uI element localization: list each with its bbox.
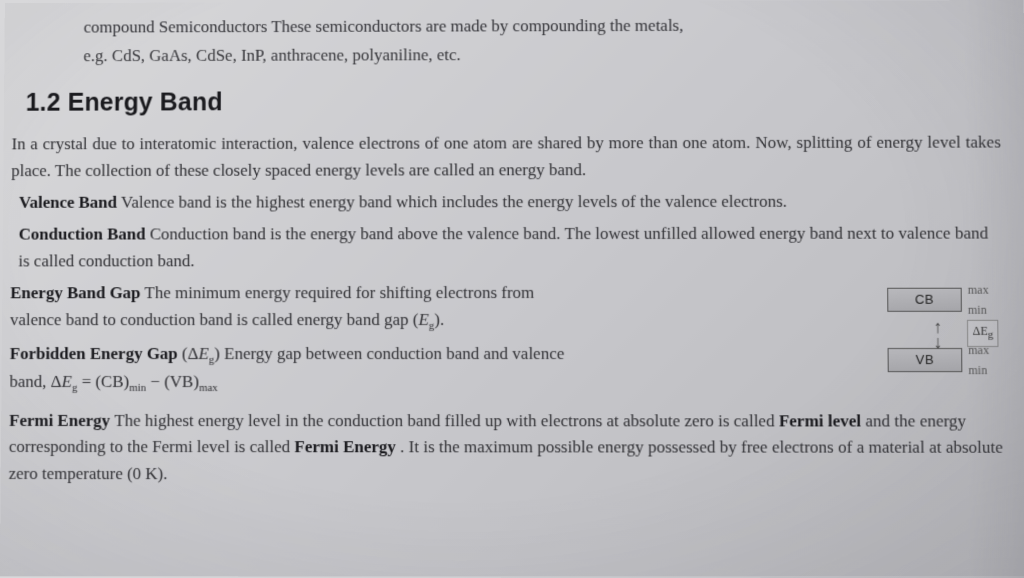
arrow-down-icon: ↓ — [933, 334, 942, 348]
forbidden-min: min — [129, 383, 146, 395]
vb-min-label: min — [968, 364, 989, 376]
conduction-band-definition: Conduction Band Conduction band is the e… — [18, 221, 1008, 275]
forbidden-sym-e: E — [198, 344, 208, 363]
gap-arrows: ↑ ↓ — [937, 320, 938, 342]
valence-body: Valence band is the highest energy band … — [121, 192, 787, 212]
section-number: 1.2 — [26, 89, 61, 117]
fragment-text: compound Semiconductors These semiconduc… — [84, 16, 684, 37]
example-line: e.g. CdS, GaAs, CdSe, InP, anthracene, p… — [83, 41, 1006, 70]
gap-line1: The minimum energy required for shifting… — [144, 283, 534, 302]
forbidden-e2: E — [62, 372, 72, 391]
vb-row: VB max min — [888, 344, 1009, 376]
forbidden-max: max — [199, 383, 218, 395]
fermi-level-bold: Fermi level — [779, 411, 861, 430]
forbidden-line2a: band, Δ — [9, 372, 61, 391]
gap-label: ΔEg — [967, 320, 998, 347]
fermi-energy-definition: Fermi Energy The highest energy level in… — [9, 408, 1010, 488]
forbidden-sym-close: ) — [214, 344, 220, 363]
term-fermi: Fermi Energy — [9, 411, 114, 430]
conduction-body: Conduction band is the energy band above… — [18, 224, 988, 270]
forbidden-line2c: − (VB) — [146, 372, 199, 391]
energy-band-diagram: CB max min ↑ ↓ ΔEg VB max min — [887, 280, 1009, 379]
gap-symbol-e: E — [418, 310, 428, 329]
conduction-band-box: CB — [887, 288, 962, 312]
forbidden-gap-definition: Forbidden Energy Gap (ΔEg) Energy gap be… — [9, 341, 873, 398]
term-gap: Energy Band Gap — [10, 283, 140, 302]
gap-delta: ΔE — [973, 324, 988, 338]
intro-paragraph: In a crystal due to interatomic interact… — [11, 130, 1007, 184]
gap-delta-sub: g — [988, 329, 994, 341]
gap-line2b: ). — [434, 310, 444, 329]
energy-band-gap-definition: Energy Band Gap The minimum energy requi… — [10, 280, 874, 335]
top-fragment-line: compound Semiconductors These semiconduc… — [84, 12, 1006, 41]
gap-arrow-row: ↑ ↓ ΔEg — [887, 318, 962, 344]
gap-row: Energy Band Gap The minimum energy requi… — [9, 280, 1009, 404]
term-conduction: Conduction Band — [19, 225, 146, 244]
term-forbidden: Forbidden Energy Gap — [10, 344, 178, 363]
forbidden-line2b: = (CB) — [77, 372, 129, 391]
section-heading: 1.2 Energy Band — [26, 81, 1007, 122]
forbidden-body: Energy gap between conduction band and v… — [224, 344, 564, 363]
gap-line2a: valence band to conduction band is calle… — [10, 310, 419, 329]
cb-min-label: min — [968, 304, 989, 316]
textbook-page: compound Semiconductors These semiconduc… — [9, 12, 1010, 488]
term-valence: Valence Band — [19, 193, 117, 212]
forbidden-sym-open: (Δ — [182, 344, 199, 363]
section-title-text: Energy Band — [68, 88, 223, 116]
valence-band-definition: Valence Band Valence band is the highest… — [19, 189, 1008, 217]
cb-row: CB max min — [887, 284, 1008, 316]
fermi-body1: The highest energy level in the conducti… — [114, 411, 779, 430]
gap-text-column: Energy Band Gap The minimum energy requi… — [9, 280, 874, 404]
valence-band-box: VB — [888, 348, 963, 372]
cb-max-label: max — [968, 284, 989, 296]
fermi-energy-bold: Fermi Energy — [294, 437, 396, 456]
